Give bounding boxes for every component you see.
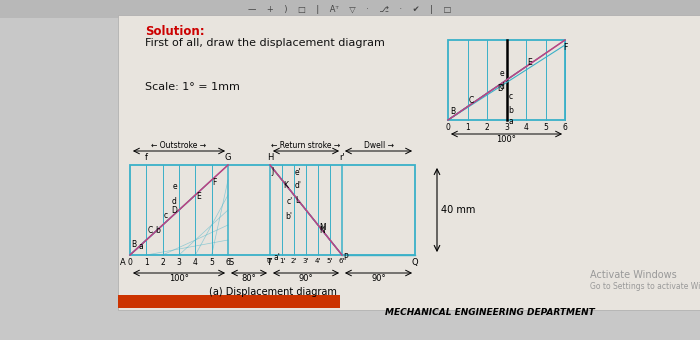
Text: 0': 0'	[267, 258, 273, 264]
Text: d: d	[500, 82, 505, 91]
Text: 90°: 90°	[299, 274, 314, 283]
Text: B: B	[450, 107, 455, 116]
Text: G: G	[225, 153, 231, 162]
Text: A: A	[120, 258, 126, 267]
Text: 0: 0	[446, 123, 450, 132]
Text: K: K	[283, 181, 288, 190]
Text: M: M	[319, 223, 326, 232]
Text: a: a	[139, 242, 143, 251]
Text: First of all, draw the displacement diagram: First of all, draw the displacement diag…	[145, 38, 385, 48]
Text: J: J	[271, 167, 273, 176]
Text: 1: 1	[144, 258, 148, 267]
Text: B: B	[131, 240, 136, 249]
Text: D: D	[498, 84, 503, 94]
Polygon shape	[118, 15, 700, 310]
Text: P: P	[343, 253, 348, 262]
Text: 2': 2'	[291, 258, 297, 264]
Text: ← Return stroke →: ← Return stroke →	[272, 141, 341, 150]
Text: c': c'	[287, 197, 293, 206]
Text: 4: 4	[193, 258, 198, 267]
Text: 100°: 100°	[169, 274, 189, 283]
Text: 3: 3	[504, 123, 509, 132]
Text: F: F	[213, 178, 217, 187]
Text: C: C	[147, 226, 153, 235]
Text: 4: 4	[524, 123, 528, 132]
Text: Activate Windows: Activate Windows	[590, 270, 677, 280]
Text: L: L	[295, 196, 300, 205]
Text: d': d'	[295, 181, 302, 190]
Text: r': r'	[339, 153, 345, 162]
Text: —    +    )    □    |    Aᵀ    ▽    ·    ⎇    ·    ✔    |    □: — + ) □ | Aᵀ ▽ · ⎇ · ✔ | □	[248, 4, 452, 14]
Text: Solution:: Solution:	[145, 25, 204, 38]
Text: 40 mm: 40 mm	[441, 205, 475, 215]
Text: (a) Displacement diagram: (a) Displacement diagram	[209, 287, 337, 297]
Text: Scale: 1° = 1mm: Scale: 1° = 1mm	[145, 82, 240, 92]
Polygon shape	[118, 295, 340, 308]
Text: 3': 3'	[303, 258, 309, 264]
Text: 6': 6'	[339, 258, 345, 264]
Text: E: E	[527, 58, 532, 67]
Text: d: d	[172, 197, 177, 206]
Text: 0: 0	[127, 258, 132, 267]
Text: f: f	[145, 153, 148, 162]
Text: ← Outstroke →: ← Outstroke →	[151, 141, 206, 150]
Text: Q: Q	[412, 258, 419, 267]
Text: D: D	[171, 206, 177, 215]
Text: b: b	[155, 226, 160, 235]
Text: 1': 1'	[279, 258, 285, 264]
Text: c: c	[508, 92, 512, 101]
Text: 100°: 100°	[496, 135, 517, 144]
Text: 2: 2	[160, 258, 165, 267]
Text: C: C	[468, 96, 474, 105]
Text: a': a'	[273, 253, 280, 262]
Text: 5: 5	[543, 123, 548, 132]
Text: 2: 2	[484, 123, 489, 132]
Text: MECHANICAL ENGINEERING DEPARTMENT: MECHANICAL ENGINEERING DEPARTMENT	[385, 308, 595, 317]
Text: 80°: 80°	[241, 274, 256, 283]
Text: b': b'	[285, 212, 292, 221]
Text: 6: 6	[225, 258, 230, 267]
Text: 6: 6	[563, 123, 568, 132]
Text: T: T	[267, 258, 272, 267]
Text: Dwell →: Dwell →	[363, 141, 393, 150]
Text: e: e	[172, 182, 177, 191]
Text: Go to Settings to activate Windows.: Go to Settings to activate Windows.	[590, 282, 700, 291]
Text: E: E	[196, 192, 201, 201]
Text: H: H	[267, 153, 273, 162]
Text: F: F	[563, 43, 568, 52]
Text: a: a	[508, 117, 513, 126]
Text: e': e'	[295, 168, 302, 177]
Text: e: e	[500, 69, 505, 78]
Text: 5: 5	[209, 258, 214, 267]
Polygon shape	[0, 0, 700, 18]
Text: c: c	[164, 211, 168, 220]
Text: 90°: 90°	[371, 274, 386, 283]
Text: 3: 3	[176, 258, 181, 267]
Text: 4': 4'	[315, 258, 321, 264]
Text: S: S	[228, 258, 234, 267]
Text: N: N	[319, 226, 325, 235]
Text: 1: 1	[465, 123, 470, 132]
Text: 5': 5'	[327, 258, 333, 264]
Text: b: b	[508, 106, 513, 115]
